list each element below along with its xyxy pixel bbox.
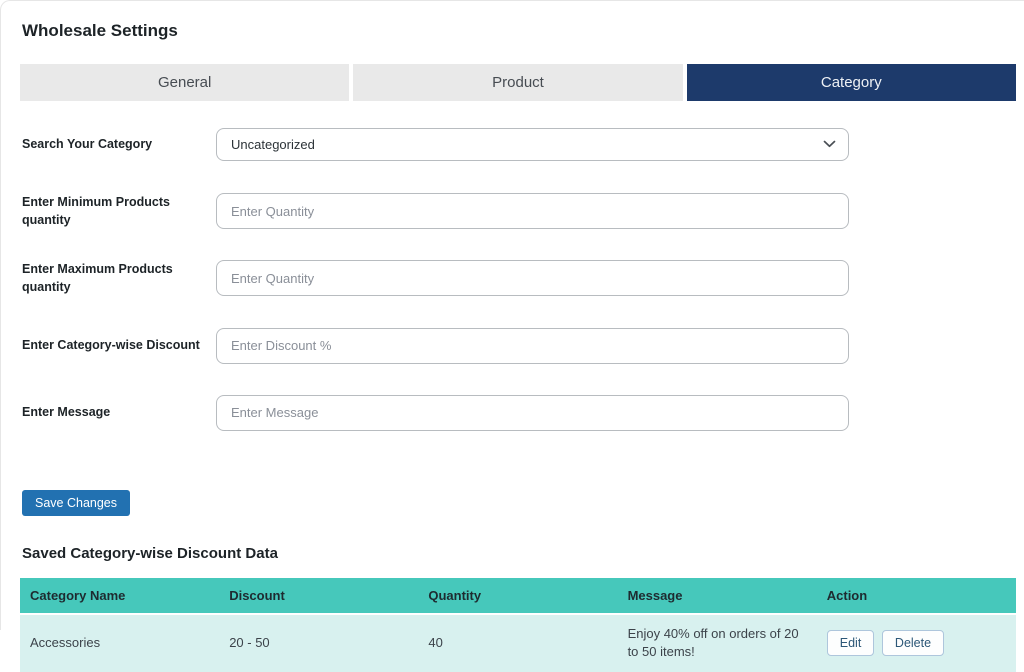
cell-discount: 20 - 50 <box>219 614 418 672</box>
delete-button[interactable]: Delete <box>882 630 944 656</box>
tab-category[interactable]: Category <box>687 64 1016 101</box>
min-quantity-input[interactable] <box>216 193 849 229</box>
discount-label: Enter Category-wise Discount <box>22 336 216 354</box>
column-header-category-name: Category Name <box>20 578 219 614</box>
cell-category-name: Accessories <box>20 614 219 672</box>
discount-table: Category Name Discount Quantity Message … <box>20 578 1016 672</box>
category-select[interactable]: Uncategorized <box>216 128 849 161</box>
discount-input[interactable] <box>216 328 849 364</box>
form-row-discount: Enter Category-wise Discount <box>22 328 1024 364</box>
saved-data-heading: Saved Category-wise Discount Data <box>22 545 1024 562</box>
column-header-quantity: Quantity <box>418 578 617 614</box>
form-row-message: Enter Message <box>22 395 1024 431</box>
max-quantity-label: Enter Maximum Products quantity <box>22 260 216 296</box>
cell-action: Edit Delete <box>817 614 1016 672</box>
tab-bar: General Product Category <box>20 64 1016 101</box>
min-quantity-label: Enter Minimum Products quantity <box>22 193 216 229</box>
form-row-search-category: Search Your Category Uncategorized <box>22 126 1024 162</box>
category-settings-form: Search Your Category Uncategorized Enter… <box>0 126 1024 431</box>
table-header-row: Category Name Discount Quantity Message … <box>20 578 1016 614</box>
tab-general[interactable]: General <box>20 64 349 101</box>
tab-product[interactable]: Product <box>353 64 682 101</box>
column-header-discount: Discount <box>219 578 418 614</box>
form-row-min-quantity: Enter Minimum Products quantity <box>22 193 1024 229</box>
form-row-max-quantity: Enter Maximum Products quantity <box>22 260 1024 296</box>
search-category-label: Search Your Category <box>22 135 216 153</box>
save-changes-button[interactable]: Save Changes <box>22 490 130 516</box>
page-title: Wholesale Settings <box>0 0 1024 41</box>
column-header-message: Message <box>618 578 817 614</box>
message-label: Enter Message <box>22 403 216 421</box>
table-row: Accessories 20 - 50 40 Enjoy 40% off on … <box>20 614 1016 672</box>
max-quantity-input[interactable] <box>216 260 849 296</box>
category-select-wrap: Uncategorized <box>216 128 849 161</box>
cell-quantity: 40 <box>418 614 617 672</box>
column-header-action: Action <box>817 578 1016 614</box>
cell-message: Enjoy 40% off on orders of 20 to 50 item… <box>618 614 817 672</box>
edit-button[interactable]: Edit <box>827 630 875 656</box>
message-input[interactable] <box>216 395 849 431</box>
